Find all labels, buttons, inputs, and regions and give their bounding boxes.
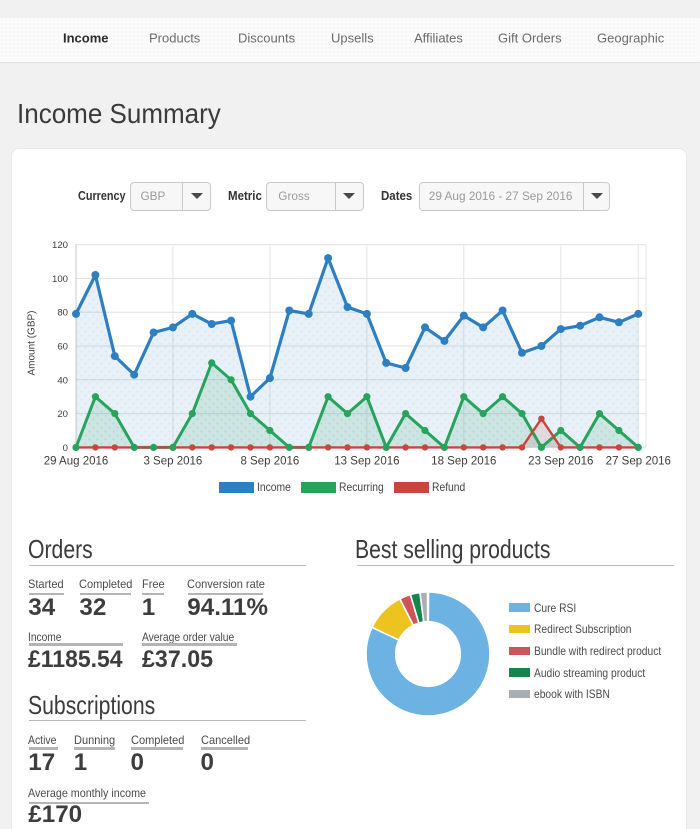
svg-text:0: 0 xyxy=(63,443,68,454)
svg-text:100: 100 xyxy=(52,274,68,285)
svg-text:3 Sep 2016: 3 Sep 2016 xyxy=(143,455,202,467)
svg-text:40: 40 xyxy=(57,375,68,386)
svg-text:23 Sep 2016: 23 Sep 2016 xyxy=(528,455,593,467)
svg-text:80: 80 xyxy=(57,308,68,319)
svg-text:29 Aug 2016: 29 Aug 2016 xyxy=(44,455,109,467)
svg-text:18 Sep 2016: 18 Sep 2016 xyxy=(431,455,496,467)
svg-text:120: 120 xyxy=(52,240,68,251)
svg-text:Amount (GBP): Amount (GBP) xyxy=(27,310,38,375)
svg-text:27 Sep 2016: 27 Sep 2016 xyxy=(606,455,671,467)
svg-text:13 Sep 2016: 13 Sep 2016 xyxy=(334,455,399,467)
svg-text:60: 60 xyxy=(57,342,68,353)
svg-text:8 Sep 2016: 8 Sep 2016 xyxy=(240,455,299,467)
svg-text:20: 20 xyxy=(57,409,68,420)
